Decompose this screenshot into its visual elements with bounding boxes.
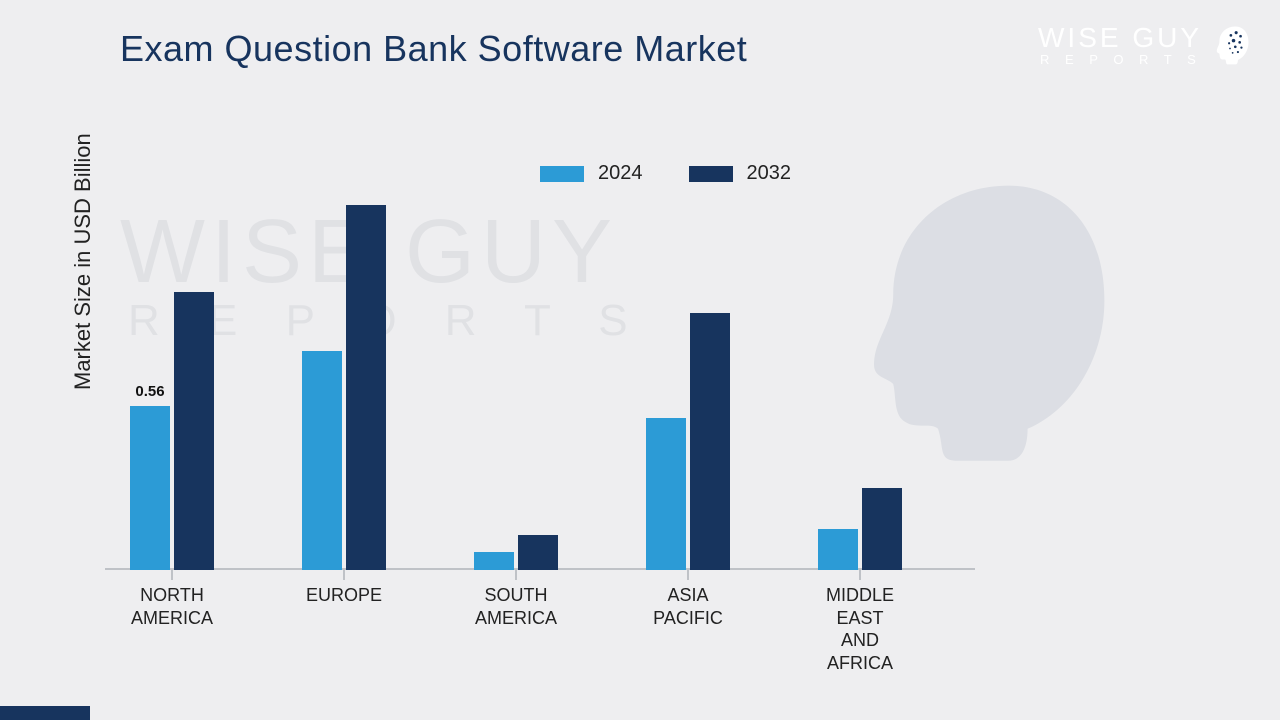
bar-2024 — [818, 529, 858, 570]
chart-canvas: Exam Question Bank Software Market WISE … — [0, 0, 1280, 720]
chart-title: Exam Question Bank Software Market — [120, 28, 747, 70]
bar-2032 — [174, 292, 214, 570]
x-tick — [171, 570, 173, 580]
plot-area: 0.56NORTH AMERICAEUROPESOUTH AMERICAASIA… — [105, 190, 975, 570]
x-tick — [859, 570, 861, 580]
bar-2024 — [646, 418, 686, 570]
legend: 2024 2032 — [540, 162, 791, 185]
bar-2032 — [518, 535, 558, 570]
x-tick — [687, 570, 689, 580]
x-axis-category-label: ASIA PACIFIC — [653, 584, 723, 629]
legend-label-2024: 2024 — [598, 162, 643, 185]
bar-2032 — [346, 205, 386, 570]
x-tick — [515, 570, 517, 580]
legend-swatch-2024 — [540, 166, 584, 182]
bar-2024 — [302, 351, 342, 570]
head-icon — [1208, 23, 1252, 67]
bar-2032 — [690, 313, 730, 570]
bottom-accent-strip — [0, 706, 90, 720]
legend-label-2032: 2032 — [747, 162, 792, 185]
logo-text-main: WISE GUY — [1038, 22, 1202, 54]
x-axis-category-label: SOUTH AMERICA — [475, 584, 557, 629]
x-axis-category-label: EUROPE — [306, 584, 382, 607]
legend-item-2024: 2024 — [540, 162, 643, 185]
legend-item-2032: 2032 — [689, 162, 792, 185]
bar-2024 — [474, 552, 514, 570]
x-tick — [343, 570, 345, 580]
logo-text-sub: R E P O R T S — [1040, 52, 1202, 67]
legend-swatch-2032 — [689, 166, 733, 182]
bar-2032 — [862, 488, 902, 570]
brand-logo: WISE GUY R E P O R T S — [1038, 22, 1252, 67]
bar-2024 — [130, 406, 170, 570]
y-axis-label: Market Size in USD Billion — [70, 133, 96, 390]
x-axis-category-label: NORTH AMERICA — [131, 584, 213, 629]
bar-value-label: 0.56 — [135, 383, 164, 400]
x-axis-category-label: MIDDLE EAST AND AFRICA — [826, 584, 894, 674]
